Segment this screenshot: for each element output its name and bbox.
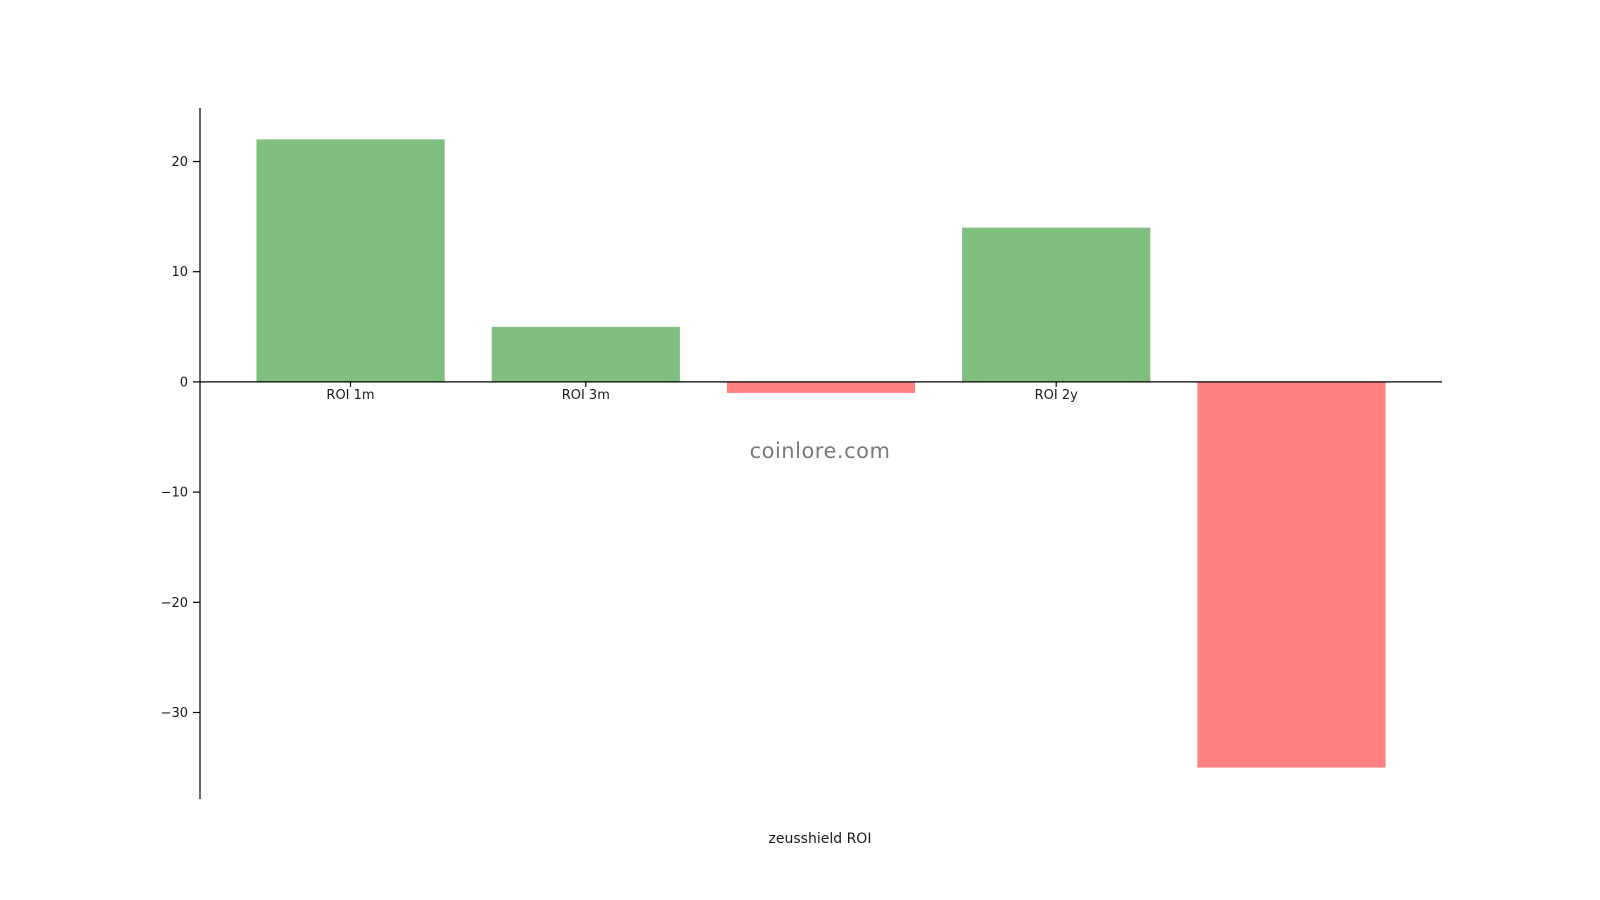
x-tick-label: ROI 2y — [1035, 388, 1079, 403]
y-tick-label: 0 — [180, 375, 188, 390]
bar-roi-3m — [491, 326, 680, 382]
y-tick-label: −10 — [161, 486, 188, 501]
bar-roi-2y — [962, 227, 1151, 382]
y-tick-label: −20 — [161, 596, 188, 611]
coinlore-watermark: coinlore.com — [749, 439, 891, 463]
x-tick-label: ROI 3m — [562, 388, 610, 403]
y-tick-label: 10 — [171, 265, 188, 280]
bar-roi-1m — [256, 139, 445, 382]
y-tick-label: 20 — [171, 155, 188, 170]
bar-unlabeled-4 — [1197, 381, 1386, 768]
y-tick-label: −30 — [161, 706, 188, 721]
x-tick-label: ROI 1m — [326, 388, 374, 403]
chart-x-axis-title: zeusshield ROI — [768, 831, 872, 847]
bar-unlabeled-2 — [726, 381, 916, 393]
